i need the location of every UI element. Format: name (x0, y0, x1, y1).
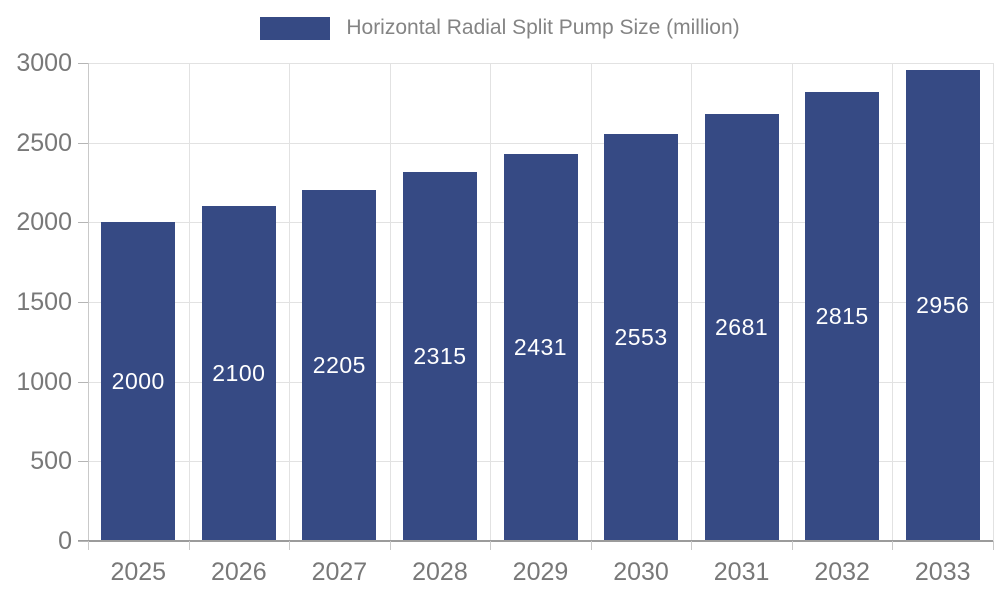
bar-2029[interactable]: 2431 (503, 153, 578, 541)
y-axis-tick (78, 142, 88, 144)
x-axis-tick (88, 541, 89, 550)
bar-value-label: 2956 (916, 292, 970, 318)
x-axis-label-2030: 2030 (613, 558, 669, 586)
bar-2032[interactable]: 2815 (805, 92, 880, 541)
gridline-vertical (892, 63, 894, 541)
x-axis-tick (188, 541, 190, 550)
y-axis-label: 0 (58, 527, 72, 555)
gridline-vertical (791, 63, 793, 541)
x-axis-tick (993, 541, 994, 550)
gridline-horizontal (88, 63, 993, 64)
x-axis-label-2029: 2029 (512, 558, 569, 586)
bar-2033[interactable]: 2956 (905, 70, 980, 541)
legend-swatch-icon (260, 16, 331, 40)
x-axis-label-2032: 2032 (814, 558, 870, 586)
gridline-vertical (993, 63, 994, 541)
y-axis-tick (78, 461, 88, 463)
x-axis-tick (490, 541, 492, 550)
gridline-vertical (490, 63, 492, 541)
y-axis-label: 500 (30, 447, 72, 476)
y-axis-line (88, 63, 89, 541)
x-axis-tick (791, 541, 793, 550)
bar-value-label: 2315 (413, 343, 467, 370)
bar-value-label: 2100 (212, 360, 266, 387)
legend-label: Horizontal Radial Split Pump Size (milli… (346, 16, 740, 39)
y-axis-label: 3000 (16, 49, 72, 77)
legend[interactable]: Horizontal Radial Split Pump Size (milli… (0, 16, 1000, 40)
x-axis-tick (289, 541, 291, 550)
y-axis-label: 2000 (16, 208, 72, 237)
gridline-vertical (590, 63, 592, 541)
x-axis-label-2028: 2028 (412, 558, 468, 586)
y-axis-tick (78, 302, 88, 303)
gridline-vertical (389, 63, 391, 541)
bar-2027[interactable]: 2205 (302, 189, 377, 541)
y-axis-label: 2500 (16, 128, 72, 157)
x-axis-tick (590, 541, 592, 550)
y-axis-tick (78, 541, 88, 542)
x-axis-tick (691, 541, 693, 550)
gridline-vertical (691, 63, 693, 541)
bar-2028[interactable]: 2315 (402, 172, 477, 541)
bar-2025[interactable]: 2000 (101, 222, 176, 541)
bar-value-label: 2000 (111, 368, 165, 395)
bar-value-label: 2681 (715, 313, 769, 340)
y-axis-tick (78, 381, 88, 383)
y-axis-label: 1000 (16, 367, 72, 396)
bar-value-label: 2205 (312, 351, 366, 378)
x-axis-label-2027: 2027 (311, 558, 368, 586)
x-axis-label-2025: 2025 (110, 558, 167, 586)
bar-2030[interactable]: 2553 (604, 134, 679, 541)
y-axis-tick (78, 63, 88, 64)
bar-value-label: 2553 (614, 324, 668, 351)
x-axis-label-2026: 2026 (211, 558, 267, 586)
x-axis-tick (892, 541, 894, 550)
y-axis-label: 1500 (16, 288, 72, 316)
x-axis-label-2031: 2031 (713, 558, 770, 586)
bar-2031[interactable]: 2681 (704, 113, 779, 541)
y-axis-tick (78, 222, 88, 224)
gridline-horizontal (88, 142, 993, 144)
x-axis-tick (389, 541, 391, 550)
bar-value-label: 2431 (513, 333, 568, 360)
plot-area: 2000 2100 2205 2315 2431 2553 2681 2815 2956 (78, 63, 994, 550)
x-axis-line (78, 540, 993, 542)
gridline-vertical (188, 63, 190, 541)
x-axis-label-2033: 2033 (914, 558, 971, 586)
bar-value-label: 2815 (815, 303, 869, 330)
gridline-vertical (289, 63, 291, 541)
bar-2026[interactable]: 2100 (201, 206, 276, 541)
